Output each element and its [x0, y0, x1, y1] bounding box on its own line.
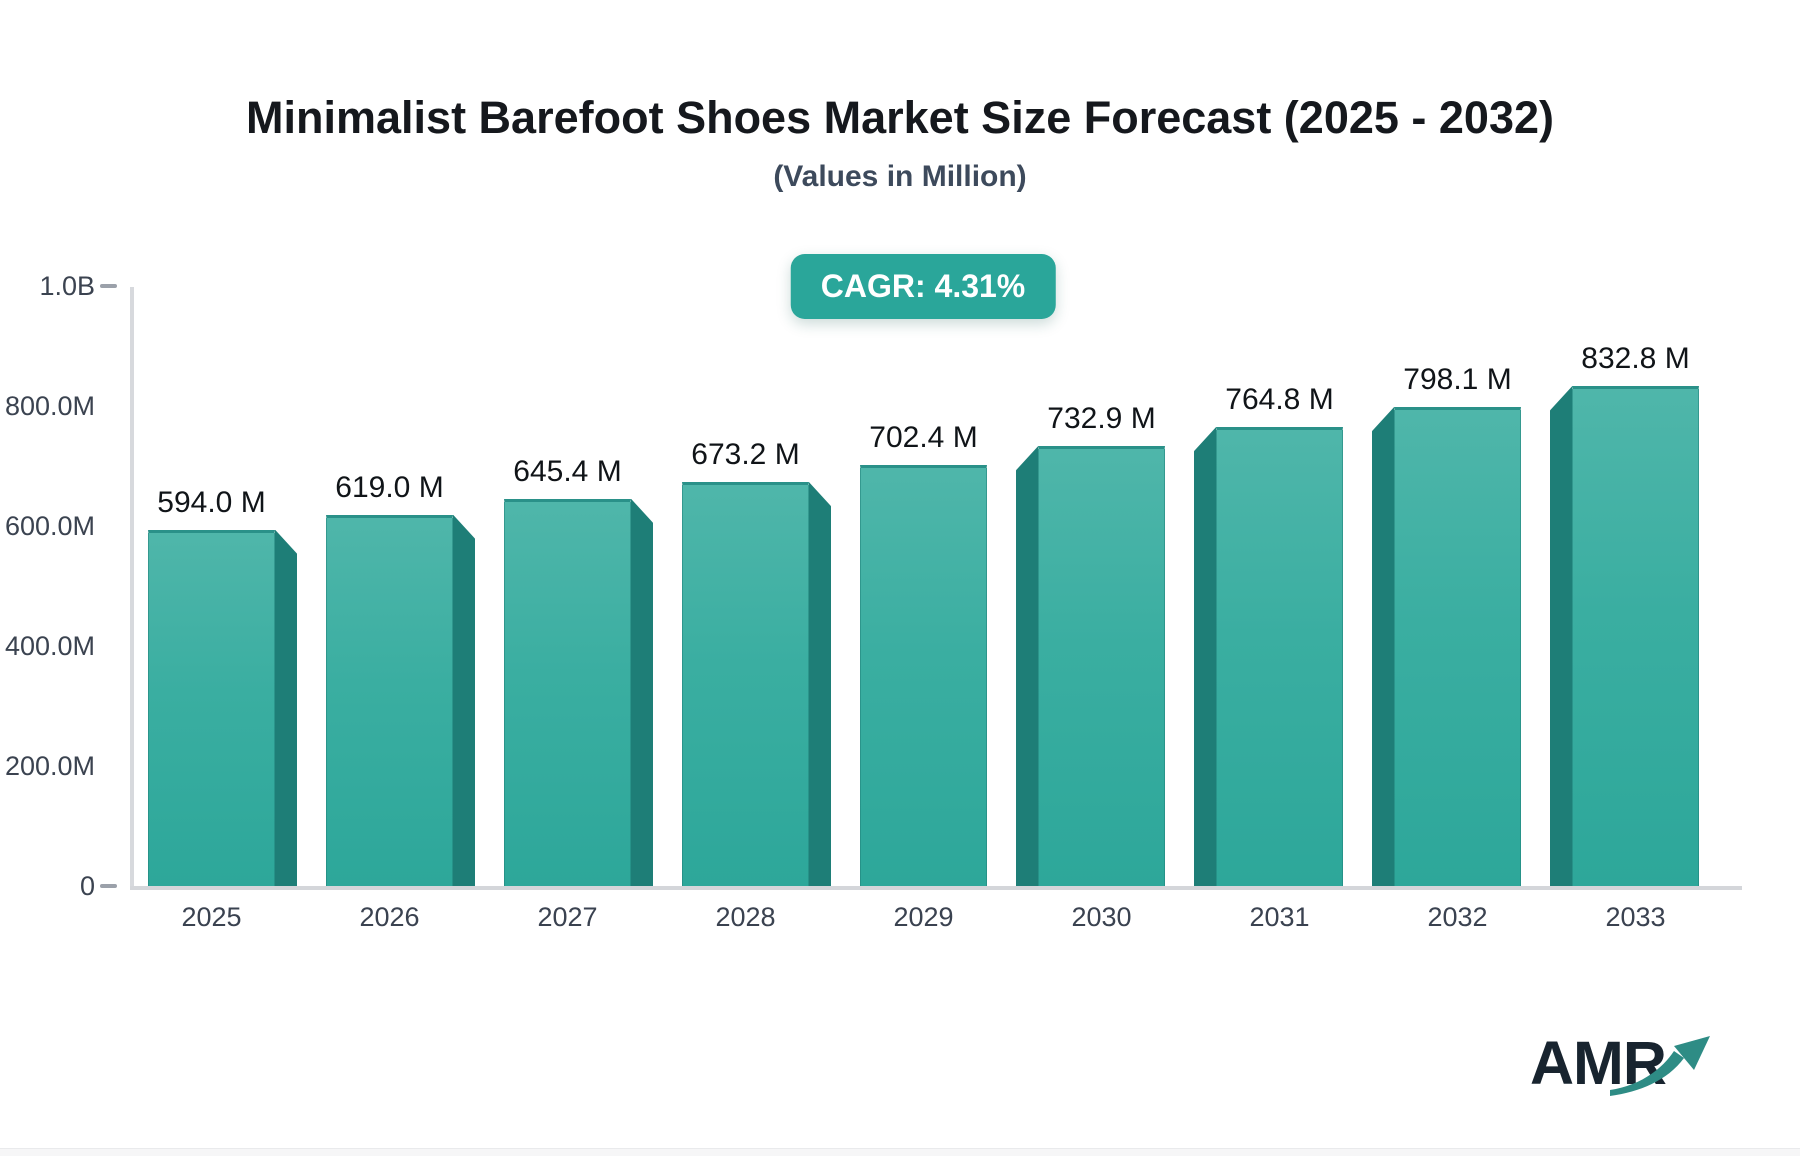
cagr-badge: CAGR: 4.31%: [790, 254, 1056, 319]
bar-group-2029: [860, 464, 987, 886]
bar-3d-side: [1016, 446, 1038, 886]
bar-3d-side: [1550, 386, 1572, 886]
bar-value-label: 645.4 M: [513, 454, 622, 488]
y-axis-tick-label: 1.0B: [39, 271, 95, 301]
bar: [326, 514, 453, 886]
bar-group-2033: [1550, 386, 1699, 886]
bar: [504, 498, 631, 886]
bar: [148, 529, 275, 886]
bar-value-label: 673.2 M: [691, 438, 800, 472]
bar: [860, 464, 987, 886]
bar-group-2026: [326, 514, 475, 886]
y-axis-tick-mark: [100, 284, 117, 288]
bar-group-2027: [504, 498, 653, 886]
bar-value-label: 798.1 M: [1403, 363, 1512, 397]
bar-value-label: 832.8 M: [1581, 342, 1690, 376]
y-axis-tick-mark: [100, 884, 117, 888]
bar: [682, 482, 809, 886]
x-axis-tick-label: 2026: [359, 902, 420, 932]
y-axis-tick-label: 0: [79, 871, 95, 901]
x-axis-tick-label: 2030: [1071, 902, 1132, 932]
chart-title: Minimalist Barefoot Shoes Market Size Fo…: [246, 92, 1554, 143]
bar-value-label: 702.4 M: [869, 420, 978, 454]
bar-value-label: 732.9 M: [1047, 402, 1156, 436]
footer-strip: [0, 1148, 1800, 1156]
bar-3d-side: [631, 498, 653, 886]
bar-group-2032: [1372, 407, 1521, 886]
x-axis-tick-label: 2032: [1427, 902, 1488, 932]
brand-logo: AMR: [1530, 1028, 1730, 1108]
y-axis-tick-label: 800.0M: [4, 391, 95, 421]
bar: [1038, 446, 1165, 886]
x-axis-tick-label: 2025: [181, 902, 242, 932]
bar-value-label: 594.0 M: [157, 485, 266, 519]
x-axis-tick-label: 2027: [537, 902, 598, 932]
bar-group-2030: [1016, 446, 1165, 886]
bar-group-2025: [148, 529, 297, 886]
bar: [1572, 386, 1699, 886]
bar: [1394, 407, 1521, 886]
y-axis-tick-label: 600.0M: [4, 511, 95, 541]
bar-group-2028: [682, 482, 831, 886]
chart-subtitle: (Values in Million): [773, 160, 1027, 193]
growth-arrow-icon: [1610, 1036, 1710, 1096]
bar-group-2031: [1194, 427, 1343, 886]
x-axis-tick-label: 2028: [715, 902, 776, 932]
bar-3d-side: [809, 482, 831, 886]
bar-3d-side: [275, 529, 297, 886]
y-axis-tick-label: 200.0M: [4, 751, 95, 781]
y-axis-line: [130, 287, 134, 888]
x-axis-baseline: [130, 886, 1742, 890]
x-axis-tick-label: 2033: [1605, 902, 1666, 932]
x-axis-tick-label: 2031: [1249, 902, 1310, 932]
x-axis-tick-label: 2029: [893, 902, 954, 932]
bar: [1216, 427, 1343, 886]
bar-value-label: 619.0 M: [335, 470, 444, 504]
bar-value-label: 764.8 M: [1225, 383, 1334, 417]
bar-3d-side: [453, 514, 475, 886]
y-axis-tick-label: 400.0M: [4, 631, 95, 661]
bar-3d-side: [1194, 427, 1216, 886]
bar-3d-side: [1372, 407, 1394, 886]
